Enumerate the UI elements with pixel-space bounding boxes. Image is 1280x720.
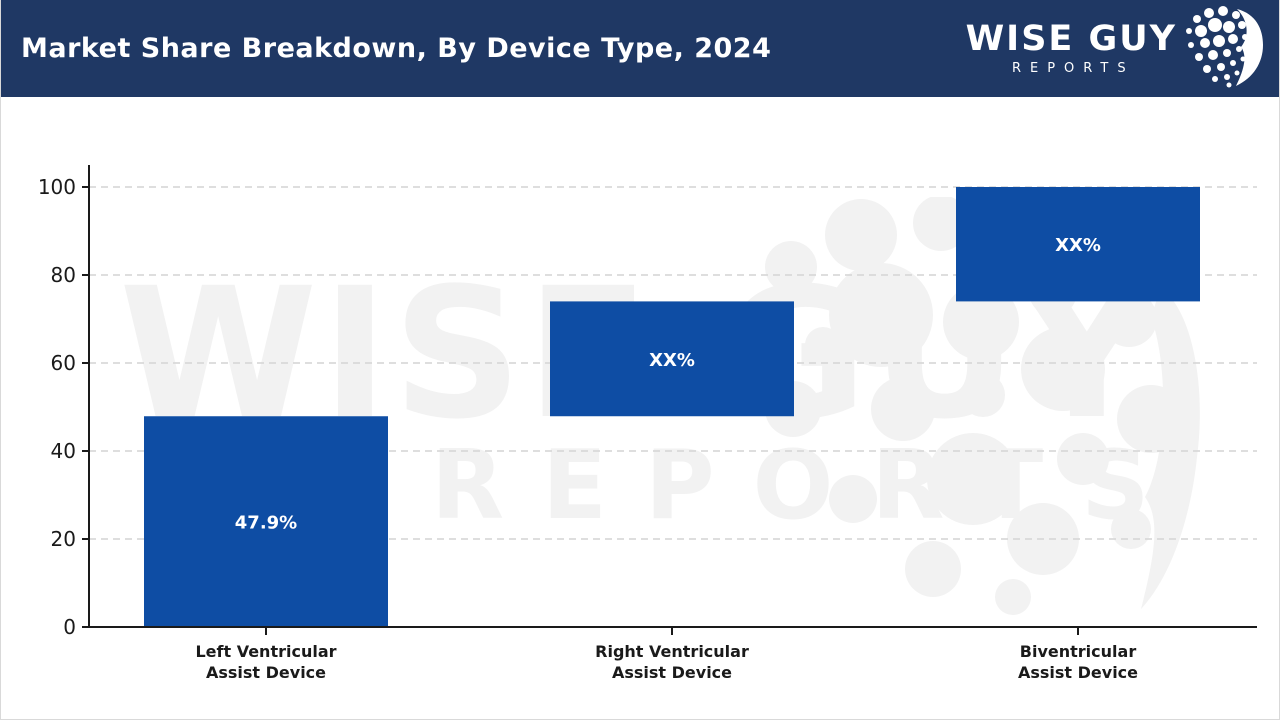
y-tick-label: 20 xyxy=(51,527,76,551)
x-tick-label-line2: Assist Device xyxy=(612,663,732,682)
page-title: Market Share Breakdown, By Device Type, … xyxy=(21,33,772,64)
bar-label: XX% xyxy=(649,350,695,371)
logo: WISE GUY REPORTS xyxy=(966,5,1263,93)
plot: 47.9% XX% XX% 0 20 40 60 80 100 Left Ventricular A… xyxy=(38,165,1257,682)
logo-subtext: REPORTS xyxy=(1011,61,1135,76)
x-tick-label-line1: Right Ventricular xyxy=(595,642,749,661)
x-tick-label-line2: Assist Device xyxy=(1018,663,1138,682)
bar xyxy=(144,416,388,627)
x-tick-label-line1: Biventricular xyxy=(1020,642,1137,661)
x-tick-label-line2: Assist Device xyxy=(206,663,326,682)
logo-face-icon xyxy=(1186,5,1263,87)
bar-label: 47.9% xyxy=(235,513,297,534)
bar xyxy=(550,301,794,417)
chart-area: WISE GUY REPORTS 47.9% XX% XX% 0 20 40 60 80 100… xyxy=(1,97,1279,719)
logo-wordmark: WISE GUY xyxy=(965,19,1177,59)
bar-label: XX% xyxy=(1055,235,1101,256)
y-tick-label: 40 xyxy=(51,439,76,463)
y-tick-label: 80 xyxy=(51,263,76,287)
logo-text: WISE GUY REPORTS xyxy=(965,19,1177,76)
y-tick-label: 100 xyxy=(38,175,76,199)
header-bar: Market Share Breakdown, By Device Type, … xyxy=(1,0,1279,97)
bar xyxy=(956,187,1200,302)
x-tick-label-line1: Left Ventricular xyxy=(195,642,336,661)
y-tick-label: 60 xyxy=(51,351,76,375)
y-tick-label: 0 xyxy=(63,615,76,639)
